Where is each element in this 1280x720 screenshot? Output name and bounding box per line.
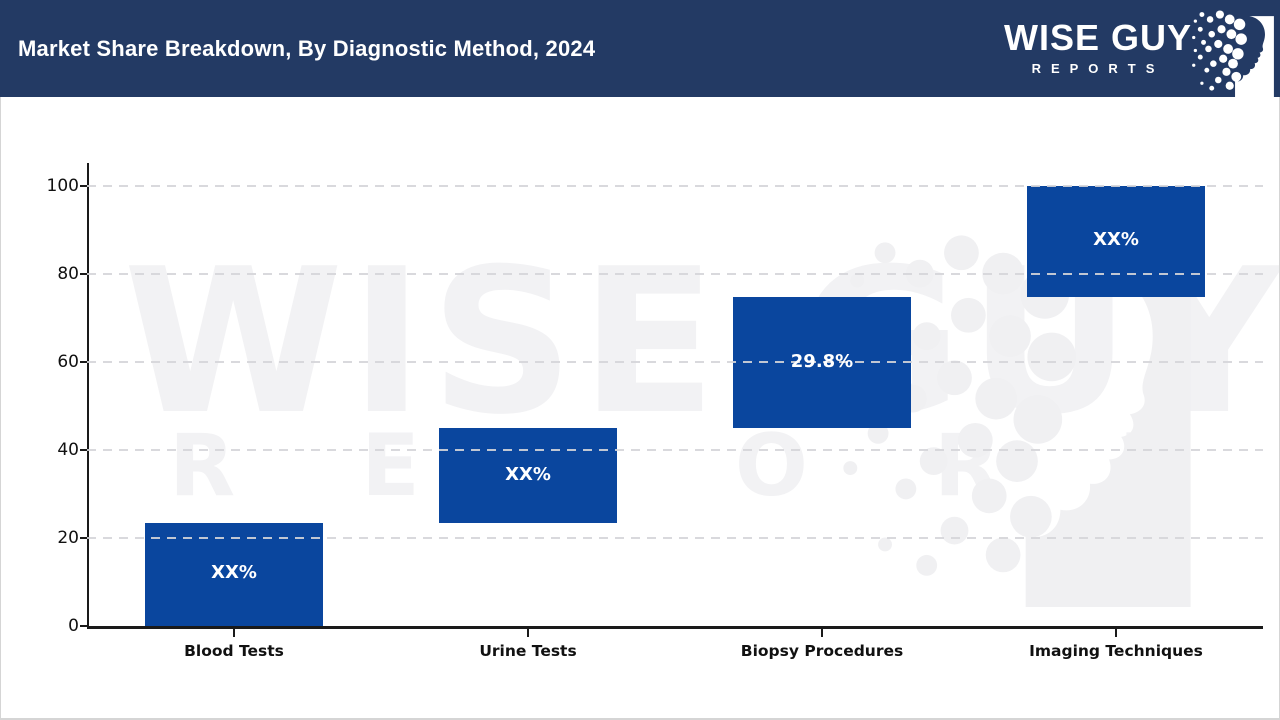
logo-text: WISE GUY REPORTS: [1003, 17, 1192, 77]
y-axis-label-20: 20: [57, 527, 79, 548]
header-bar: Market Share Breakdown, By Diagnostic Me…: [0, 0, 1280, 97]
y-axis-label-60: 60: [57, 351, 79, 372]
gridline-20: [87, 536, 1263, 539]
y-axis-label-0: 0: [68, 616, 79, 636]
x-axis-tick: [1115, 629, 1117, 637]
gridline-80: [87, 272, 1263, 275]
y-axis-label-80: 80: [57, 263, 79, 284]
bar-value-label: XX%: [1093, 229, 1139, 251]
logo-wordmark: WISE GUY: [1003, 17, 1192, 58]
chart-title: Market Share Breakdown, By Diagnostic Me…: [18, 35, 596, 61]
y-axis-tick-80: [80, 272, 88, 275]
x-axis-tick: [527, 629, 529, 637]
x-axis-category-label: Urine Tests: [479, 642, 577, 660]
y-axis-tick-100: [80, 184, 88, 187]
y-axis-label-100: 100: [46, 175, 79, 196]
bar-value-label: XX%: [505, 463, 551, 485]
y-axis-label-40: 40: [57, 439, 79, 460]
dotted-head-icon: [1192, 8, 1274, 98]
logo-subtitle: REPORTS: [1031, 61, 1165, 76]
x-axis-category-label: Blood Tests: [184, 642, 284, 660]
chart-bar-urine-tests: [439, 428, 617, 523]
gridline-60: [87, 360, 1263, 363]
y-axis-tick-40: [80, 448, 88, 451]
bar-value-label: XX%: [211, 562, 257, 584]
gridline-40: [87, 448, 1263, 451]
x-axis-tick: [233, 629, 235, 637]
y-axis-tick-20: [80, 536, 88, 539]
x-axis-tick: [821, 629, 823, 637]
y-axis-tick-0: [80, 625, 88, 627]
wise-guy-reports-logo: WISE GUY REPORTS: [1004, 6, 1270, 94]
x-axis-category-label: Biopsy Procedures: [740, 642, 904, 660]
chart-bar-blood-tests: [145, 522, 323, 626]
chart-bar-imaging-techniques: [1027, 185, 1205, 297]
bar-value-label: 29.8%: [790, 350, 854, 372]
y-axis-line: [87, 163, 89, 628]
gridline-100: [87, 184, 1263, 187]
chart-plot-area: WISE GUY R E P O R T S 020406080100XX%XX…: [0, 97, 1280, 720]
y-axis-tick-60: [80, 360, 88, 363]
x-axis-category-label: Imaging Techniques: [1029, 642, 1203, 660]
x-axis-line: [87, 626, 1263, 629]
